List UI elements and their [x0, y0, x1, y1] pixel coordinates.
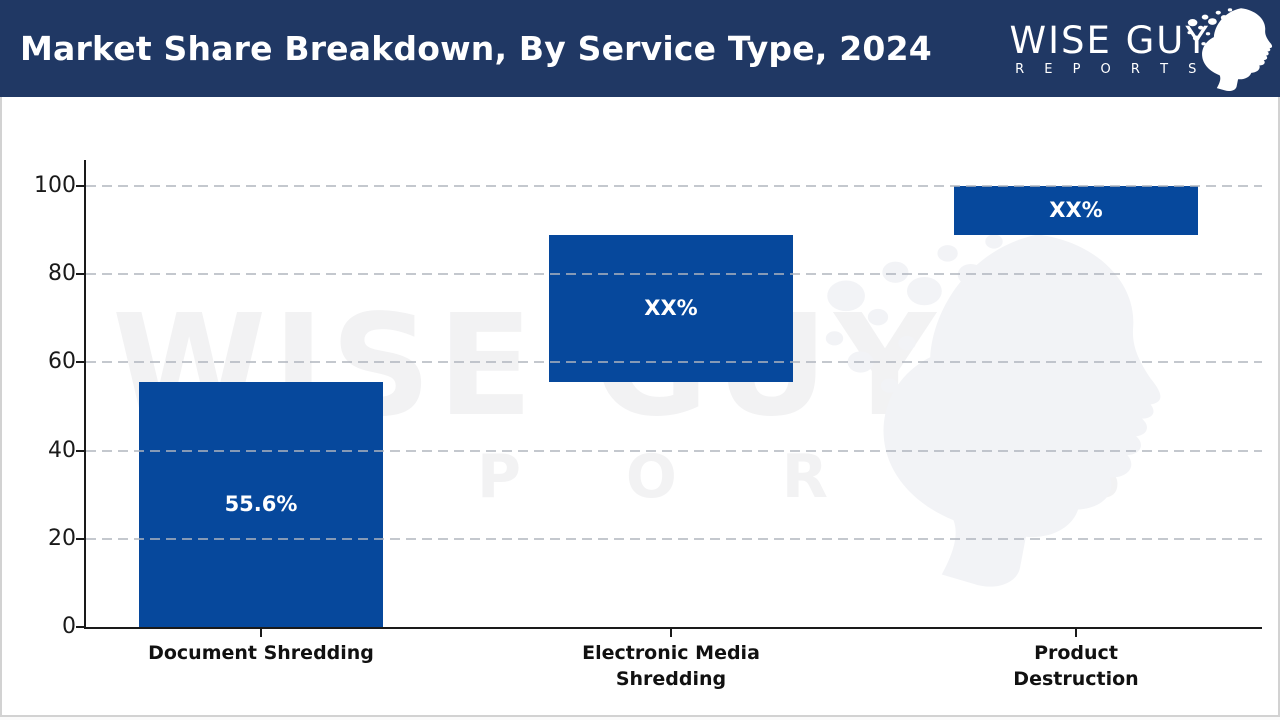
brand-head-icon — [1186, 6, 1274, 92]
brand-logo-text: WISE GUY R E P O R T S — [1010, 22, 1210, 77]
watermark-text-line1: WISE GUY — [112, 285, 942, 448]
page-title: Market Share Breakdown, By Service Type,… — [20, 29, 932, 68]
brand-name: WISE GUY — [1009, 18, 1210, 62]
watermark-head-icon — [820, 225, 1168, 591]
brand-tagline: R E P O R T S — [1015, 61, 1205, 77]
header-bar: Market Share Breakdown, By Service Type,… — [0, 0, 1280, 97]
chart-area: WISE GUY R E P O R T S — [0, 97, 1280, 717]
brand-logo: WISE GUY R E P O R T S — [1010, 4, 1274, 94]
